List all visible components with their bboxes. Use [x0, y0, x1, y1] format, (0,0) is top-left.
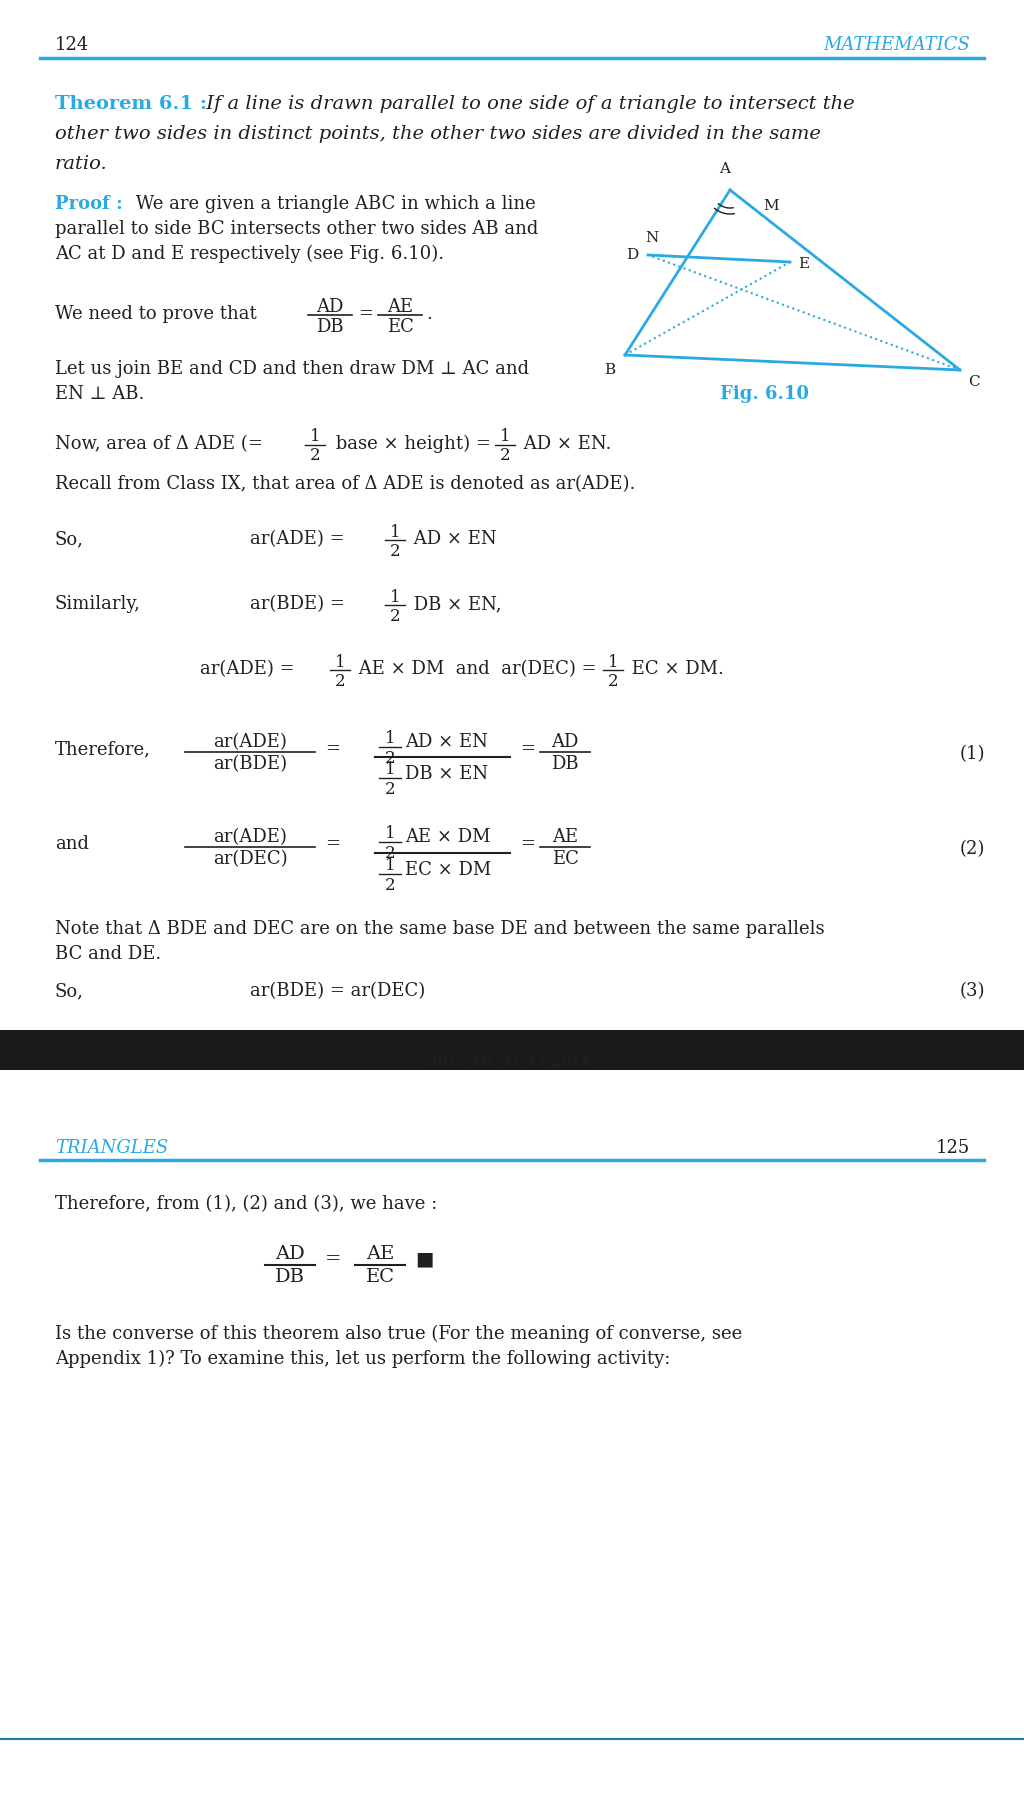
Text: M: M — [763, 199, 778, 214]
Text: base × height) =: base × height) = — [330, 435, 490, 453]
Text: DB: DB — [275, 1269, 305, 1287]
Text: N: N — [645, 232, 658, 244]
Text: AE × DM  and  ar(DEC) =: AE × DM and ar(DEC) = — [353, 659, 597, 677]
Text: 1: 1 — [385, 857, 395, 873]
Text: 124: 124 — [55, 36, 89, 54]
Text: ar(ADE): ar(ADE) — [213, 733, 287, 751]
Text: Theorem 6.1 :: Theorem 6.1 : — [55, 95, 207, 113]
Text: 2: 2 — [385, 845, 395, 863]
Text: 1: 1 — [390, 525, 400, 541]
Text: ar(ADE) =: ar(ADE) = — [250, 530, 345, 548]
Text: BC and DE.: BC and DE. — [55, 945, 161, 963]
Text: AD × EN: AD × EN — [408, 530, 497, 548]
Text: Let us join BE and CD and then draw DM ⊥ AC and: Let us join BE and CD and then draw DM ⊥… — [55, 359, 529, 377]
Text: 1: 1 — [335, 654, 345, 670]
Text: ar(BDE): ar(BDE) — [213, 755, 287, 773]
Text: Note that Δ BDE and DEC are on the same base DE and between the same parallels: Note that Δ BDE and DEC are on the same … — [55, 920, 824, 938]
Text: =: = — [325, 836, 340, 854]
Text: 1: 1 — [385, 730, 395, 748]
Text: 2: 2 — [500, 447, 510, 464]
Text: 2: 2 — [385, 782, 395, 798]
Text: ar(BDE) = ar(DEC): ar(BDE) = ar(DEC) — [250, 981, 425, 999]
Text: AD × EN.: AD × EN. — [518, 435, 611, 453]
Text: (2): (2) — [961, 839, 985, 857]
Text: 1: 1 — [390, 589, 400, 606]
Text: DB × EN: DB × EN — [406, 766, 488, 783]
Text: =: = — [358, 305, 373, 323]
Text: other two sides in distinct points, the other two sides are divided in the same: other two sides in distinct points, the … — [55, 126, 821, 144]
Text: AD: AD — [275, 1245, 305, 1263]
Text: If a line is drawn parallel to one side of a triangle to intersect the: If a line is drawn parallel to one side … — [200, 95, 855, 113]
Text: AE: AE — [552, 828, 579, 846]
Text: 2: 2 — [385, 749, 395, 767]
Text: TRIANGLES: TRIANGLES — [55, 1139, 168, 1157]
Text: Therefore,: Therefore, — [55, 740, 151, 758]
Text: EC: EC — [387, 318, 414, 336]
Text: AD: AD — [316, 298, 344, 316]
Text: B: B — [604, 363, 615, 377]
Text: and: and — [55, 836, 89, 854]
Text: E: E — [798, 257, 809, 271]
Text: DB: DB — [316, 318, 344, 336]
Text: AE × DM: AE × DM — [406, 828, 490, 846]
Text: MATHEMATICS: MATHEMATICS — [823, 36, 970, 54]
Text: 1: 1 — [385, 760, 395, 778]
Text: 1: 1 — [607, 654, 618, 670]
Text: EN ⊥ AB.: EN ⊥ AB. — [55, 385, 144, 403]
Text: =: = — [325, 740, 340, 758]
Text: 2: 2 — [335, 674, 345, 690]
Text: (3): (3) — [961, 981, 985, 999]
Text: =: = — [325, 1251, 341, 1269]
Bar — [0, 1030, 1024, 1069]
Text: =: = — [520, 836, 535, 854]
Text: DB × EN,: DB × EN, — [408, 595, 502, 613]
Text: D: D — [626, 248, 638, 262]
Text: 2: 2 — [385, 877, 395, 893]
Text: AE: AE — [387, 298, 413, 316]
Text: EC: EC — [552, 850, 579, 868]
Text: ar(ADE) =: ar(ADE) = — [200, 659, 295, 677]
Text: C: C — [968, 376, 980, 388]
Text: AD: AD — [551, 733, 579, 751]
Text: 2: 2 — [390, 543, 400, 561]
Text: 2015-16 (11-11-2014): 2015-16 (11-11-2014) — [428, 1055, 596, 1069]
Text: Recall from Class IX, that area of Δ ADE is denoted as ar(ADE).: Recall from Class IX, that area of Δ ADE… — [55, 474, 635, 492]
Text: 2: 2 — [607, 674, 618, 690]
Text: 2: 2 — [309, 447, 321, 464]
Text: 125: 125 — [936, 1139, 970, 1157]
Text: ar(DEC): ar(DEC) — [213, 850, 288, 868]
Text: Appendix 1)? To examine this, let us perform the following activity:: Appendix 1)? To examine this, let us per… — [55, 1350, 671, 1368]
Text: Therefore, from (1), (2) and (3), we have :: Therefore, from (1), (2) and (3), we hav… — [55, 1195, 437, 1213]
Text: 1: 1 — [385, 825, 395, 843]
Text: ar(ADE): ar(ADE) — [213, 828, 287, 846]
Text: Is the converse of this theorem also true (For the meaning of converse, see: Is the converse of this theorem also tru… — [55, 1324, 742, 1342]
Text: =: = — [520, 740, 535, 758]
Text: Fig. 6.10: Fig. 6.10 — [720, 385, 809, 403]
Text: So,: So, — [55, 530, 84, 548]
Text: (1): (1) — [961, 746, 985, 764]
Text: 1: 1 — [500, 428, 510, 446]
Text: 2: 2 — [390, 607, 400, 625]
Text: We need to prove that: We need to prove that — [55, 305, 257, 323]
Text: ar(BDE) =: ar(BDE) = — [250, 595, 345, 613]
Text: So,: So, — [55, 981, 84, 999]
Text: parallel to side BC intersects other two sides AB and: parallel to side BC intersects other two… — [55, 219, 539, 237]
Text: Proof :: Proof : — [55, 196, 123, 214]
Text: ■: ■ — [415, 1251, 433, 1269]
Text: Similarly,: Similarly, — [55, 595, 141, 613]
Text: DB: DB — [551, 755, 579, 773]
Text: ratio.: ratio. — [55, 155, 108, 173]
Text: AE: AE — [366, 1245, 394, 1263]
Text: AC at D and E respectively (see Fig. 6.10).: AC at D and E respectively (see Fig. 6.1… — [55, 244, 444, 262]
Text: 1: 1 — [309, 428, 321, 446]
Text: EC × DM: EC × DM — [406, 861, 492, 879]
Text: We are given a triangle ABC in which a line: We are given a triangle ABC in which a l… — [130, 196, 536, 214]
Text: Now, area of Δ ADE (=: Now, area of Δ ADE (= — [55, 435, 263, 453]
Text: EC × DM.: EC × DM. — [626, 659, 724, 677]
Text: .: . — [426, 305, 432, 323]
Text: A: A — [720, 162, 730, 176]
Text: EC: EC — [366, 1269, 394, 1287]
Text: AD × EN: AD × EN — [406, 733, 487, 751]
